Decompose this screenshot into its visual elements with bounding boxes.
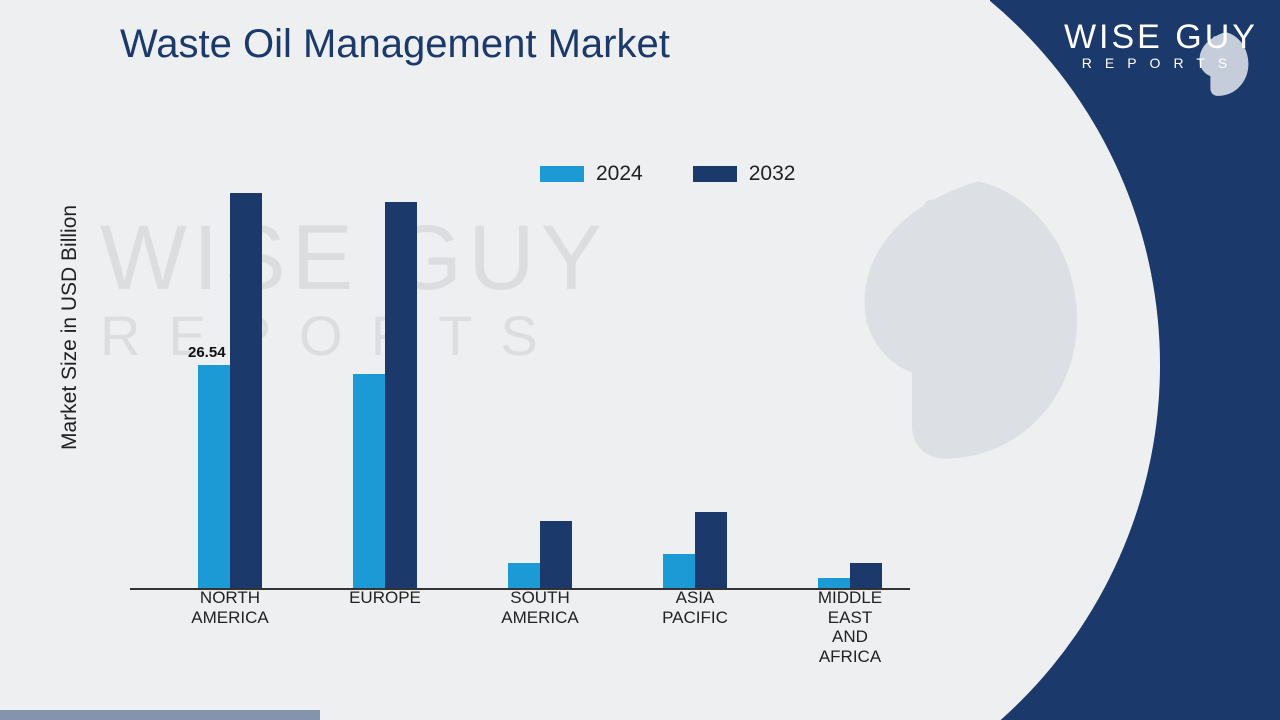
bar-value-label: 26.54 — [188, 344, 226, 361]
bar-series-b — [385, 202, 417, 588]
bar-series-a — [353, 374, 385, 588]
brand-logo: WISE GUY REPORTS — [1064, 18, 1258, 71]
plot-area: 26.54 — [130, 170, 910, 590]
bar-series-a — [198, 365, 230, 588]
logo-head-icon — [1180, 24, 1256, 104]
bar-series-a — [508, 563, 540, 588]
bar-series-b — [230, 193, 262, 588]
bar-series-b — [540, 521, 572, 588]
category-label: ASIAPACIFIC — [635, 588, 755, 627]
bar-series-b — [695, 512, 727, 588]
bottom-accent-bar — [0, 710, 320, 720]
category-label: MIDDLEEASTANDAFRICA — [790, 588, 910, 666]
y-axis-label: Market Size in USD Billion — [58, 205, 82, 450]
bar-series-a — [818, 578, 850, 588]
chart-title: Waste Oil Management Market — [120, 22, 670, 67]
category-label: EUROPE — [325, 588, 445, 608]
bar-series-a — [663, 554, 695, 588]
bar-series-b — [850, 563, 882, 588]
category-label: NORTHAMERICA — [170, 588, 290, 627]
category-label: SOUTHAMERICA — [480, 588, 600, 627]
chart-container: Market Size in USD Billion 26.54 NORTHAM… — [50, 160, 950, 690]
